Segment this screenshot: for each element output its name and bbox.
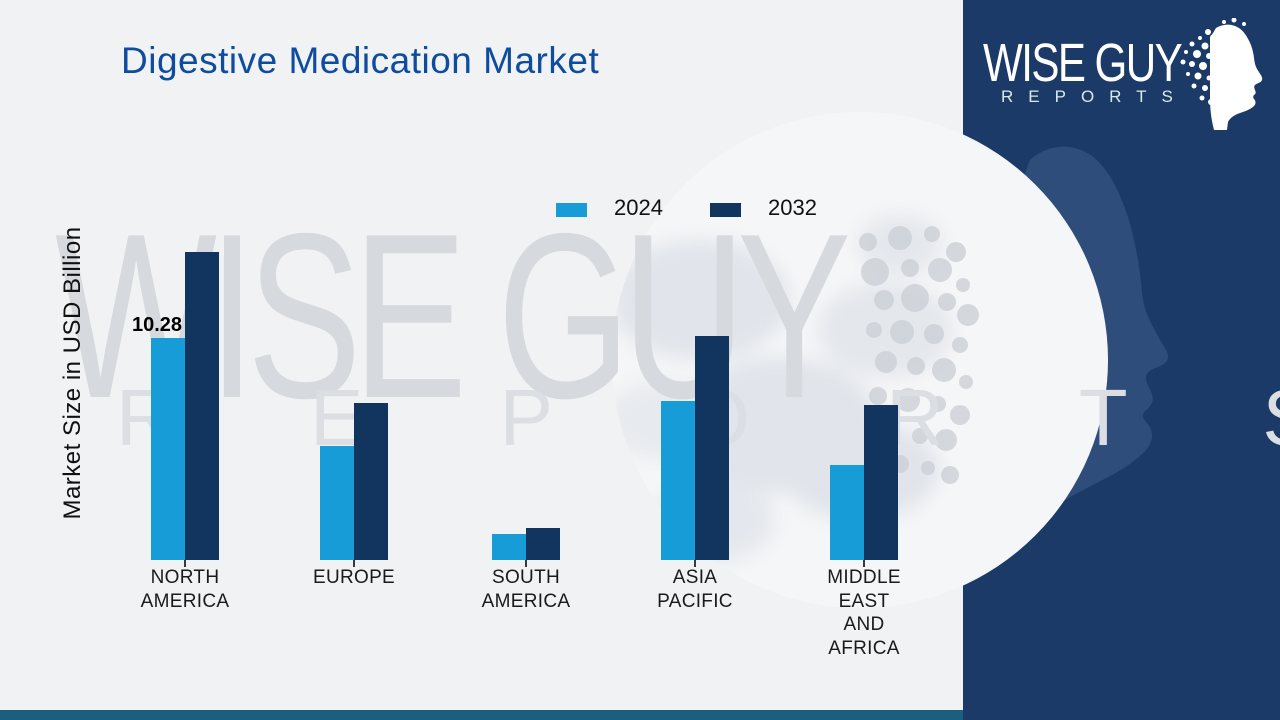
bar-2024-north-america: [151, 338, 185, 560]
logo-reports-text: REPORTS: [1001, 87, 1188, 106]
bar-2024-asia-pacific: [661, 400, 695, 560]
legend-swatch-2024: [556, 202, 587, 217]
data-label-north-america-2024: 10.28: [132, 314, 183, 337]
legend-item-2024: 2024: [556, 195, 663, 221]
bottom-bar: [0, 710, 963, 720]
x-axis-label-south-america: SOUTH AMERICA: [481, 567, 571, 612]
page-title: Digestive Medication Market: [121, 40, 600, 81]
bar-2024-middle-east-and-africa: [830, 465, 864, 560]
legend-label-2024: 2024: [614, 195, 663, 220]
bar-2032-south-america: [526, 527, 560, 560]
bar-2032-north-america: [185, 251, 219, 560]
bar-2024-south-america: [492, 534, 526, 560]
y-axis-label: Market Size in USD Billion: [59, 226, 86, 520]
bar-2032-middle-east-and-africa: [864, 404, 898, 560]
logo-wiseguy-text: WISE GUY: [983, 33, 1183, 93]
x-axis-label-middle-east-and-africa: MIDDLE EAST AND AFRICA: [827, 567, 901, 659]
x-axis-tick: [525, 560, 527, 567]
x-axis-tick: [863, 560, 865, 567]
legend-item-2032: 2032: [710, 195, 817, 221]
x-axis-label-europe: EUROPE: [312, 567, 396, 588]
legend-label-2032: 2032: [768, 195, 817, 220]
bar-2024-europe: [320, 445, 354, 560]
watermark-dots: [859, 226, 979, 484]
bar-2032-asia-pacific: [695, 335, 729, 560]
bar-2032-europe: [354, 402, 388, 560]
x-axis-tick: [184, 560, 186, 567]
x-axis-label-north-america: NORTH AMERICA: [140, 567, 230, 612]
x-axis-label-asia-pacific: ASIA PACIFIC: [657, 567, 733, 612]
logo-head-icon: [1180, 18, 1263, 130]
x-axis-tick: [353, 560, 355, 567]
x-axis-tick: [694, 560, 696, 567]
legend-swatch-2032: [710, 202, 741, 217]
